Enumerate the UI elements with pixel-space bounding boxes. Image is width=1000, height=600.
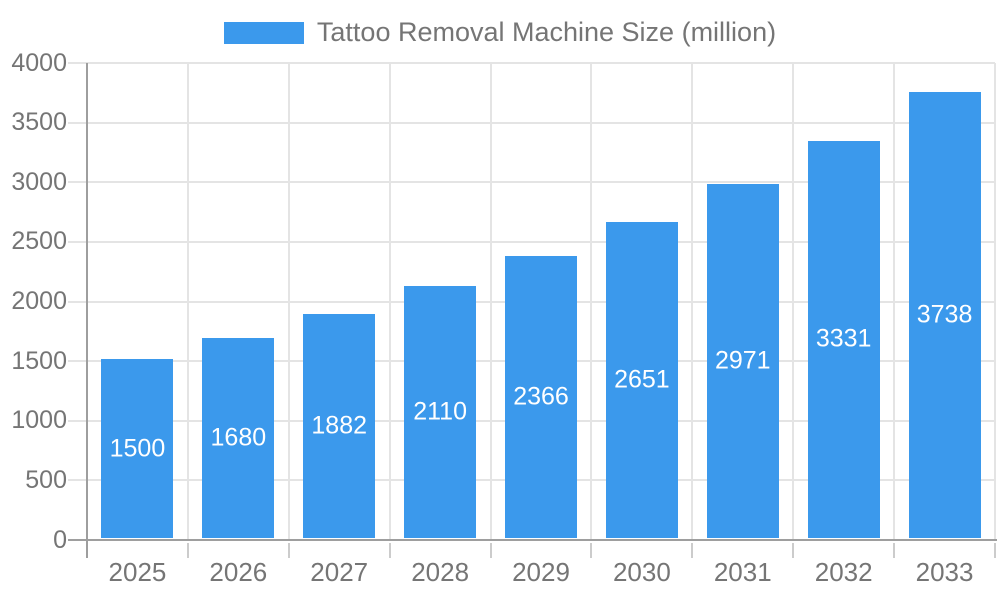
gridline-vertical xyxy=(186,63,189,540)
x-axis-tick xyxy=(186,543,189,558)
y-tick-label: 1000 xyxy=(11,406,67,435)
bar[interactable]: 2651 xyxy=(605,221,678,538)
bar[interactable]: 1680 xyxy=(202,337,275,538)
y-tick-label: 1500 xyxy=(11,346,67,375)
gridline-vertical xyxy=(388,63,391,540)
x-axis-tick xyxy=(388,543,391,558)
x-tick-label: 2025 xyxy=(108,557,167,587)
x-axis-tick xyxy=(691,543,694,558)
bar-value-label: 1680 xyxy=(210,423,267,452)
gridline-vertical xyxy=(792,63,795,540)
legend[interactable]: Tattoo Removal Machine Size (million) xyxy=(0,17,1000,48)
bar-value-label: 2651 xyxy=(614,365,670,394)
bar[interactable]: 3331 xyxy=(807,140,880,538)
x-axis-tick xyxy=(590,543,593,558)
legend-label: Tattoo Removal Machine Size (million) xyxy=(316,17,777,47)
gridline-horizontal xyxy=(68,181,995,184)
x-tick-label: 2031 xyxy=(713,557,772,587)
y-tick-label: 2000 xyxy=(11,287,67,315)
gridline-horizontal xyxy=(68,240,995,243)
gridline-vertical xyxy=(994,63,996,540)
x-axis-tick xyxy=(994,543,996,558)
x-axis-tick xyxy=(893,543,896,558)
y-tick-label: 2500 xyxy=(11,227,67,256)
x-axis-tick xyxy=(792,543,795,558)
bar[interactable]: 1882 xyxy=(303,313,376,538)
gridline-horizontal xyxy=(68,121,995,124)
gridline-vertical xyxy=(287,63,290,540)
y-tick-label: 0 xyxy=(53,525,67,554)
x-tick-label: 2033 xyxy=(915,557,974,587)
bar[interactable]: 3738 xyxy=(908,92,981,538)
x-tick-label: 2029 xyxy=(512,557,570,587)
bar[interactable]: 2971 xyxy=(706,183,779,538)
gridline-vertical xyxy=(893,63,896,540)
y-tick-label: 3000 xyxy=(11,167,67,196)
x-axis-tick xyxy=(287,543,290,558)
bar-value-label: 3738 xyxy=(916,300,973,329)
gridline-horizontal xyxy=(68,62,995,64)
y-tick-label: 3500 xyxy=(11,108,67,137)
y-tick-label: 500 xyxy=(25,465,67,494)
gridline-vertical xyxy=(691,63,694,540)
gridline-vertical xyxy=(590,63,593,540)
bar-value-label: 3331 xyxy=(815,324,872,353)
y-tick-label: 4000 xyxy=(11,48,67,77)
bar[interactable]: 2110 xyxy=(404,286,477,538)
x-axis-line xyxy=(68,539,997,541)
bar-value-label: 2110 xyxy=(413,397,467,426)
x-tick-label: 2030 xyxy=(612,557,671,587)
bar-value-label: 2366 xyxy=(513,382,569,411)
legend-swatch-icon xyxy=(223,21,304,44)
bar[interactable]: 2366 xyxy=(505,255,577,538)
x-axis-tick xyxy=(489,543,492,558)
y-axis-line xyxy=(86,63,88,558)
plot-area: 0 500 1000 1500 2000 2500 3000 3500 4000 1500 2025… xyxy=(11,50,997,585)
x-tick-label: 2028 xyxy=(411,557,470,587)
x-tick-label: 2032 xyxy=(814,557,873,587)
bar-value-label: 2971 xyxy=(714,346,771,375)
bar[interactable]: 1500 xyxy=(101,359,174,538)
bar-value-label: 1500 xyxy=(109,434,166,463)
x-tick-label: 2027 xyxy=(310,557,369,587)
gridline-vertical xyxy=(489,63,492,540)
x-tick-label: 2026 xyxy=(209,557,268,587)
bar-value-label: 1882 xyxy=(311,411,368,440)
